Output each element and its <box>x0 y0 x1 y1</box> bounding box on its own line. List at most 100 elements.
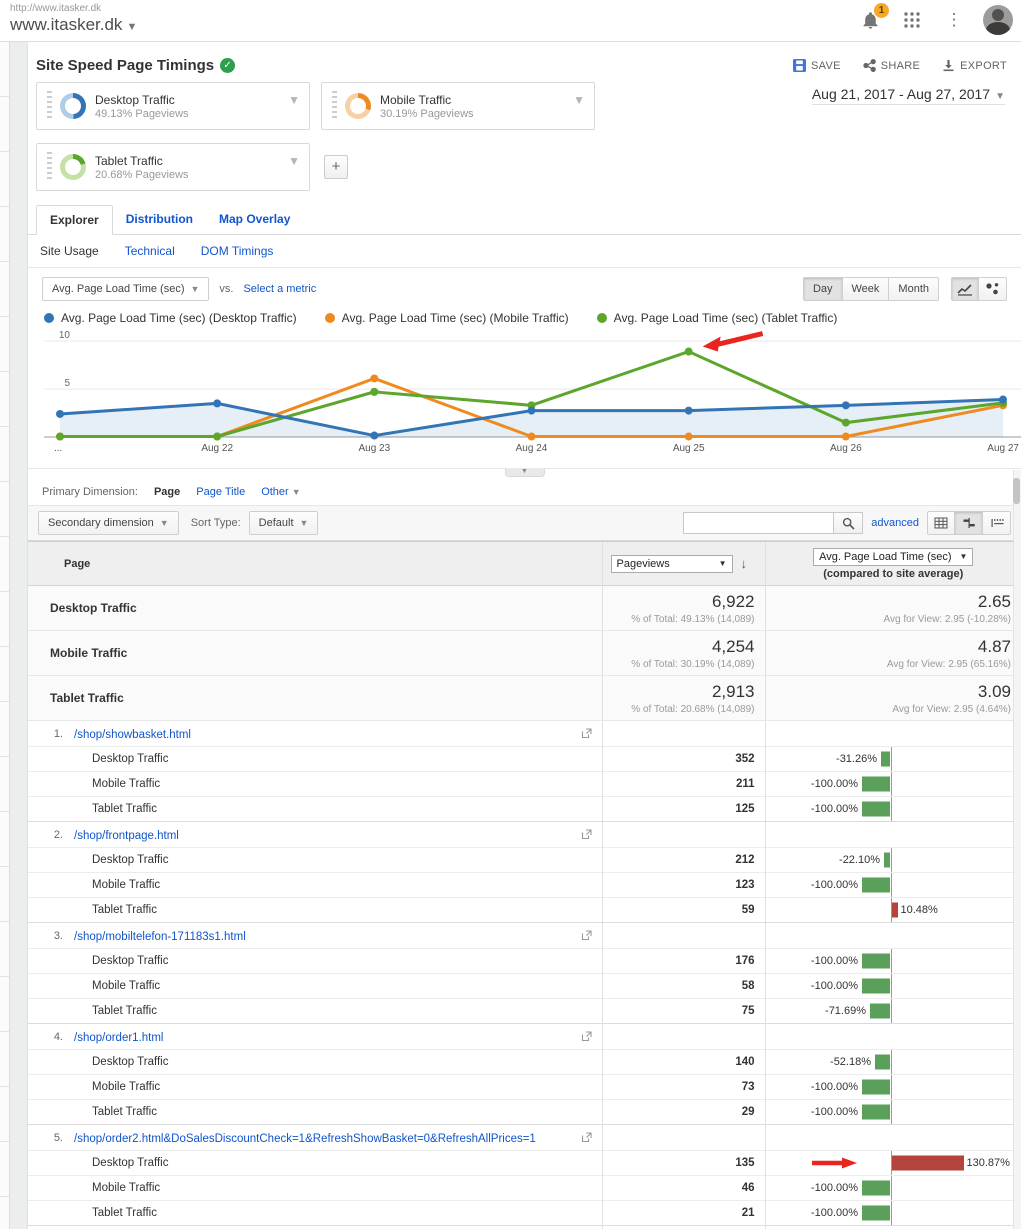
page-url-link[interactable]: /shop/frontpage.html <box>74 829 179 842</box>
page-url-row: 1. /shop/showbasket.html <box>28 720 1021 747</box>
add-segment-button[interactable]: + <box>324 155 348 179</box>
segment-pageviews-value: 29 <box>601 1099 766 1125</box>
segment-row-name: Mobile Traffic <box>70 1175 603 1201</box>
dimension-other[interactable]: Other ▼ <box>261 486 301 498</box>
segment-card-mobile[interactable]: Mobile Traffic 30.19% Pageviews ▼ <box>321 82 595 130</box>
sort-direction-icon[interactable]: ↓ <box>740 556 748 571</box>
report-table-body: Desktop Traffic 6,922% of Total: 49.13% … <box>28 585 1021 1229</box>
comparison-icon <box>963 518 975 528</box>
notifications-button[interactable]: 1 <box>857 3 889 33</box>
metric-column-selector[interactable]: Avg. Page Load Time (sec) ▼ <box>813 547 974 566</box>
scrollbar-track[interactable] <box>1013 470 1021 1229</box>
page-url-link[interactable]: /shop/showbasket.html <box>74 728 191 741</box>
apps-grid-button[interactable] <box>899 7 925 33</box>
page-url-row: 4. /shop/order1.html <box>28 1023 1021 1050</box>
summary-pageviews: 4,254% of Total: 30.19% (14,089) <box>601 630 766 676</box>
subtab-site-usage[interactable]: Site Usage <box>40 244 99 258</box>
property-url: http://www.itasker.dk <box>10 3 102 14</box>
chevron-down-icon[interactable]: ▼ <box>288 154 300 168</box>
subtab-dom-timings[interactable]: DOM Timings <box>200 244 274 258</box>
search-button[interactable] <box>833 512 864 534</box>
granularity-day[interactable]: Day <box>802 277 843 301</box>
data-table-view-button[interactable] <box>927 511 955 535</box>
tab-explorer[interactable]: Explorer <box>36 205 113 235</box>
comparison-axis <box>890 974 892 998</box>
line-chart-view-button[interactable] <box>951 277 979 301</box>
comparison-bar <box>862 1180 891 1196</box>
row-number: 5. <box>28 1124 70 1151</box>
drag-handle[interactable] <box>47 91 52 121</box>
select-metric-link[interactable]: Select a metric <box>243 283 317 295</box>
svg-text:5: 5 <box>64 378 70 389</box>
drag-handle[interactable] <box>47 152 52 182</box>
segment-row-name: Mobile Traffic <box>70 771 603 797</box>
tab-distribution[interactable]: Distribution <box>125 212 194 226</box>
chevron-down-icon[interactable]: ▼ <box>573 93 585 107</box>
pageviews-column-selector[interactable]: Pageviews ▼ <box>610 554 733 573</box>
export-button[interactable]: EXPORT <box>942 59 1007 72</box>
comparison-bar <box>891 902 898 918</box>
export-icon <box>943 60 954 72</box>
segment-row-name: Desktop Traffic <box>70 746 603 772</box>
date-range-selector[interactable]: Aug 21, 2017 - Aug 27, 2017 ▼ <box>811 86 1005 105</box>
page-url-row: 5. /shop/order2.html&DoSalesDiscountChec… <box>28 1124 1021 1151</box>
open-in-new-button[interactable] <box>581 1031 592 1045</box>
chevron-down-icon[interactable]: ▼ <box>288 93 300 107</box>
comparison-bar <box>884 852 891 868</box>
report-table: Page Pageviews ▼ ↓ Avg. Page Load Time (s… <box>28 541 1021 1229</box>
motion-chart-view-button[interactable] <box>979 277 1007 301</box>
drag-handle[interactable] <box>332 91 337 121</box>
tab-map-overlay[interactable]: Map Overlay <box>219 212 291 226</box>
comparison-axis <box>890 797 892 821</box>
apps-grid-icon <box>904 12 920 28</box>
secondary-dimension-button[interactable]: Secondary dimension ▼ <box>38 511 179 535</box>
comparison-view-button[interactable] <box>955 511 983 535</box>
open-in-new-button[interactable] <box>581 1132 592 1146</box>
page-url-link[interactable]: /shop/order1.html <box>74 1031 164 1044</box>
comparison-value: 130.87% <box>966 1157 1010 1169</box>
overflow-menu-button[interactable]: ⋮ <box>941 7 967 33</box>
comparison-cell: -100.00% <box>764 872 1021 898</box>
bell-icon <box>863 11 877 29</box>
metric-selector[interactable]: Avg. Page Load Time (sec) ▼ <box>42 277 210 301</box>
collapsed-sidebar[interactable] <box>0 42 10 1229</box>
dimension-page-title[interactable]: Page Title <box>196 486 246 498</box>
share-button[interactable]: SHARE <box>863 59 920 72</box>
comparison-bar <box>862 1079 891 1095</box>
save-button[interactable]: SAVE <box>793 59 841 72</box>
svg-text:10: 10 <box>59 330 71 341</box>
segment-card-desktop[interactable]: Desktop Traffic 49.13% Pageviews ▼ <box>36 82 310 130</box>
mobile-donut-chart <box>345 93 371 119</box>
table-search-input[interactable] <box>683 512 834 534</box>
summary-name: Mobile Traffic <box>28 630 603 676</box>
page-url-link[interactable]: /shop/mobiltelefon-171183s1.html <box>74 930 246 943</box>
chart-collapse-handle[interactable]: ▼ <box>504 468 545 477</box>
sort-type-button[interactable]: Default ▼ <box>248 511 319 535</box>
advanced-search-link[interactable]: advanced <box>871 517 919 529</box>
account-selector[interactable]: www.itasker.dk ▼ <box>10 15 138 34</box>
red-arrow-annotation <box>811 1157 857 1169</box>
column-header-page[interactable]: Page <box>28 541 603 586</box>
pivot-view-button[interactable] <box>983 511 1011 535</box>
comparison-cell: -52.18% <box>764 1049 1021 1075</box>
scrollbar-thumb[interactable] <box>1013 478 1020 504</box>
chevron-down-icon: ▼ <box>718 559 727 568</box>
granularity-week[interactable]: Week <box>842 277 890 301</box>
subtab-technical[interactable]: Technical <box>124 244 175 258</box>
open-in-new-button[interactable] <box>581 930 592 944</box>
legend-item-tablet[interactable]: Avg. Page Load Time (sec) (Tablet Traffi… <box>596 311 837 325</box>
legend-item-desktop[interactable]: Avg. Page Load Time (sec) (Desktop Traff… <box>44 311 297 325</box>
open-in-new-button[interactable] <box>581 728 592 742</box>
svg-text:Aug 27: Aug 27 <box>987 443 1019 454</box>
comparison-bar <box>862 877 891 893</box>
segment-card-tablet[interactable]: Tablet Traffic 20.68% Pageviews ▼ <box>36 143 310 191</box>
granularity-month[interactable]: Month <box>889 277 939 301</box>
legend-item-mobile[interactable]: Avg. Page Load Time (sec) (Mobile Traffi… <box>324 311 569 325</box>
segment-data-row: Desktop Traffic 135 130.87% <box>28 1150 1021 1176</box>
open-in-new-button[interactable] <box>581 829 592 843</box>
save-icon <box>793 59 807 72</box>
dimension-page[interactable]: Page <box>153 486 181 498</box>
page-url-link[interactable]: /shop/order2.html&DoSalesDiscountCheck=1… <box>74 1132 536 1145</box>
segment-name: Tablet Traffic <box>95 153 163 168</box>
avatar[interactable] <box>983 5 1013 35</box>
